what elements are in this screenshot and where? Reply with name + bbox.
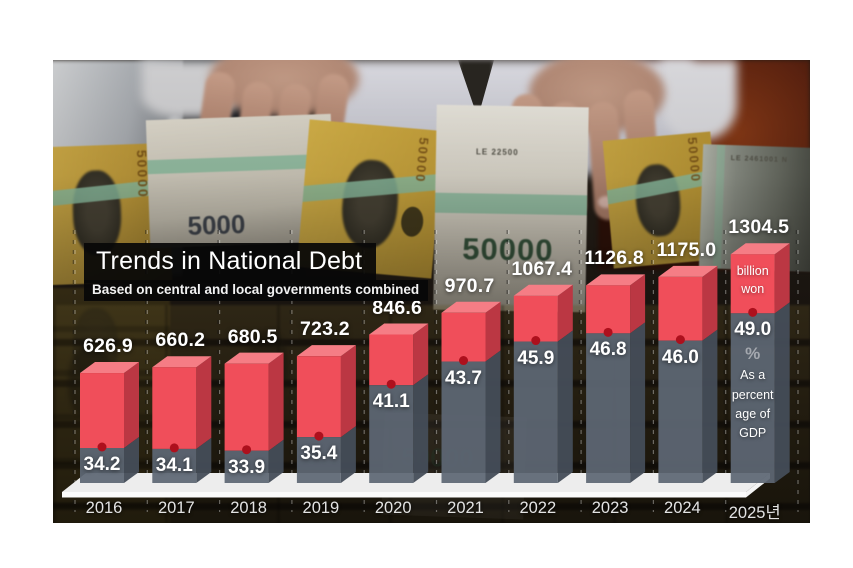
chart-subtitle: Based on central and local governments c… [84,280,429,301]
chart-title: Trends in National Debt [84,243,377,283]
